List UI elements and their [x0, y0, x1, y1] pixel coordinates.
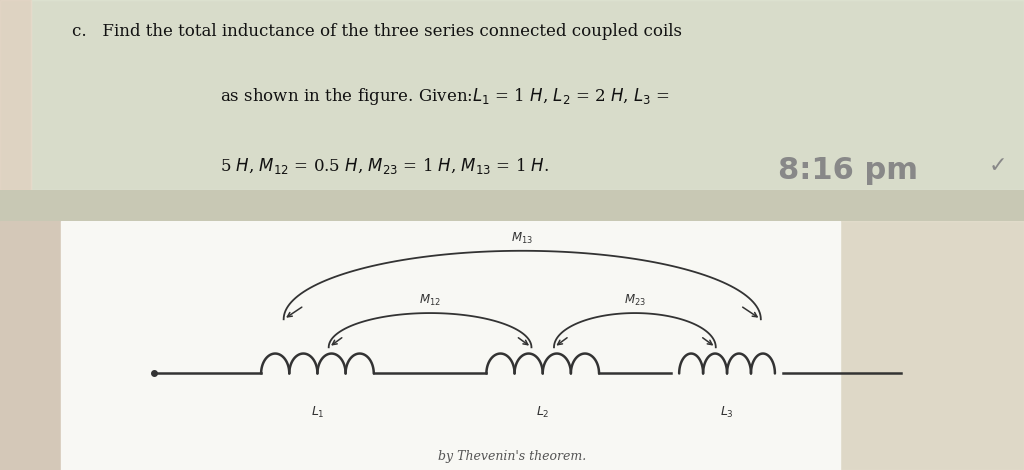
Text: 8:16 pm: 8:16 pm — [778, 156, 919, 185]
Text: 5 $H$, $M_{12}$ = 0.5 $H$, $M_{23}$ = 1 $H$, $M_{13}$ = 1 $H$.: 5 $H$, $M_{12}$ = 0.5 $H$, $M_{23}$ = 1 … — [220, 156, 550, 176]
Text: as shown in the figure. Given:$L_1$ = 1 $H$, $L_2$ = 2 $H$, $L_3$ =: as shown in the figure. Given:$L_1$ = 1 … — [220, 86, 671, 107]
Text: $M_{23}$: $M_{23}$ — [624, 293, 646, 308]
Text: $L_1$: $L_1$ — [310, 405, 325, 420]
Text: $L_3$: $L_3$ — [720, 405, 734, 420]
Text: $L_2$: $L_2$ — [536, 405, 550, 420]
Text: $M_{13}$: $M_{13}$ — [511, 231, 534, 246]
Text: ✓: ✓ — [988, 156, 1007, 176]
Polygon shape — [840, 221, 1024, 470]
Bar — [61, 221, 840, 470]
Text: c.   Find the total inductance of the three series connected coupled coils: c. Find the total inductance of the thre… — [72, 23, 682, 40]
Text: by Thevenin's theorem.: by Thevenin's theorem. — [438, 449, 586, 462]
Bar — [0, 0, 31, 190]
Bar — [0, 221, 61, 470]
Text: $M_{12}$: $M_{12}$ — [419, 293, 441, 308]
